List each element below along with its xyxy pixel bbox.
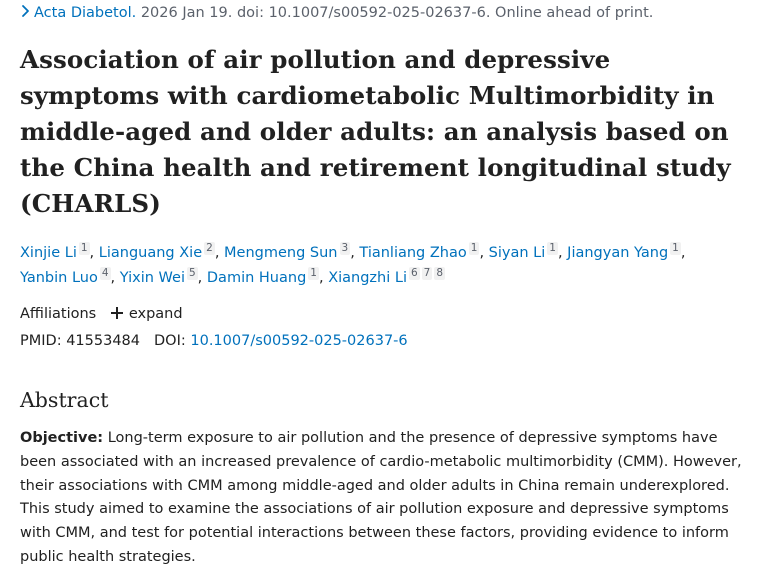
author-item: Mengmeng Sun 3, bbox=[224, 242, 355, 261]
plus-icon bbox=[110, 307, 123, 319]
author-separator: , bbox=[110, 270, 116, 286]
objective-text: Long-term exposure to air pollution and … bbox=[20, 430, 742, 565]
author-separator: , bbox=[89, 245, 95, 261]
author-item: Siyan Li 1, bbox=[488, 242, 563, 261]
authors-list: Xinjie Li 1, Lianguang Xie 2, Mengmeng Sun… bbox=[20, 241, 750, 291]
author-item: Damin Huang 1, bbox=[206, 267, 324, 286]
author-separator: , bbox=[350, 245, 355, 261]
author-separator: , bbox=[557, 245, 563, 261]
affiliation-ref[interactable]: 3 bbox=[339, 242, 351, 255]
affiliation-ref[interactable]: 5 bbox=[186, 267, 198, 280]
author-name-link[interactable]: Siyan Li bbox=[488, 245, 546, 261]
pmid-value: 41553484 bbox=[66, 333, 141, 349]
author-separator: , bbox=[318, 270, 324, 286]
identifiers-row: PMID: 41553484 DOI: 10.1007/s00592-025-02… bbox=[20, 331, 408, 351]
author-name-link[interactable]: Xiangzhi Li bbox=[328, 270, 407, 286]
expand-affiliations-button[interactable]: expand bbox=[110, 306, 183, 322]
journal-link[interactable]: Acta Diabetol. bbox=[34, 5, 137, 21]
author-item: Jiangyan Yang 1, bbox=[567, 242, 686, 261]
affiliation-ref[interactable]: 1 bbox=[468, 242, 480, 255]
affiliation-ref[interactable]: 4 bbox=[99, 267, 111, 280]
author-name-link[interactable]: Damin Huang bbox=[206, 270, 307, 286]
affiliation-ref[interactable]: 1 bbox=[670, 242, 681, 255]
author-separator: , bbox=[214, 245, 220, 261]
article-title: Association of air pollution and depress… bbox=[20, 45, 731, 218]
citation-line: Acta Diabetol. 2026 Jan 19. doi: 10.1007… bbox=[20, 3, 750, 23]
author-item: Yanbin Luo 4, bbox=[20, 267, 116, 286]
author-name-link[interactable]: Yanbin Luo bbox=[20, 270, 98, 286]
author-name-link[interactable]: Tianliang Zhao bbox=[359, 245, 467, 261]
affiliation-ref[interactable]: 1 bbox=[78, 242, 90, 255]
affiliation-ref[interactable]: 1 bbox=[547, 242, 558, 255]
author-separator: , bbox=[680, 245, 686, 261]
affiliations-label: Affiliations bbox=[20, 306, 97, 322]
pmid-label: PMID: bbox=[20, 333, 62, 349]
abstract-objective: Objective: Long-term exposure to air pol… bbox=[20, 427, 745, 570]
author-name-link[interactable]: Jiangyan Yang bbox=[567, 245, 669, 261]
author-item: Tianliang Zhao 1, bbox=[359, 242, 485, 261]
citation-details: 2026 Jan 19. doi: 10.1007/s00592-025-026… bbox=[140, 5, 654, 21]
affiliation-ref[interactable]: 6 bbox=[408, 267, 420, 280]
author-separator: , bbox=[479, 245, 485, 261]
doi-label: DOI: bbox=[154, 333, 186, 349]
author-separator: , bbox=[197, 270, 203, 286]
affiliation-ref[interactable]: 1 bbox=[308, 267, 319, 280]
author-name-link[interactable]: Yixin Wei bbox=[119, 270, 185, 286]
author-item: Xinjie Li 1, bbox=[20, 242, 95, 261]
author-name-link[interactable]: Xinjie Li bbox=[20, 245, 77, 261]
expand-label: expand bbox=[128, 306, 183, 322]
chevron-right-icon[interactable] bbox=[20, 3, 32, 19]
author-name-link[interactable]: Mengmeng Sun bbox=[224, 245, 338, 261]
affiliation-ref[interactable]: 8 bbox=[434, 267, 446, 280]
author-item: Yixin Wei 5, bbox=[119, 267, 203, 286]
abstract-heading: Abstract bbox=[20, 388, 109, 412]
author-item: Xiangzhi Li 6 7 8 bbox=[328, 267, 446, 286]
objective-label: Objective: bbox=[20, 430, 104, 446]
affiliation-ref[interactable]: 7 bbox=[421, 267, 433, 280]
doi-link[interactable]: 10.1007/s00592-025-02637-6 bbox=[190, 333, 408, 349]
author-item: Lianguang Xie 2, bbox=[98, 242, 220, 261]
affiliations-row: Affiliations expand bbox=[20, 304, 183, 324]
affiliation-ref[interactable]: 2 bbox=[204, 242, 215, 255]
author-name-link[interactable]: Lianguang Xie bbox=[98, 245, 203, 261]
